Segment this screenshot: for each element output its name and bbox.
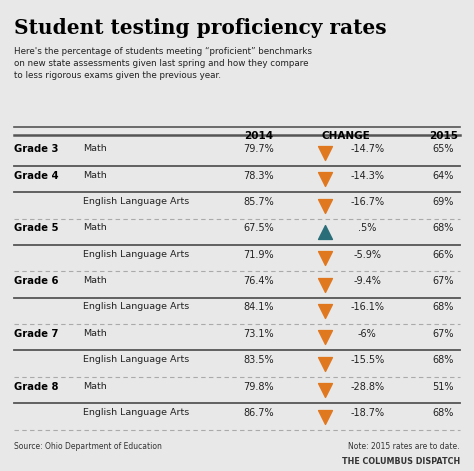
Text: English Language Arts: English Language Arts (83, 302, 189, 311)
Text: Source: Ohio Department of Education: Source: Ohio Department of Education (14, 442, 162, 451)
Text: 78.3%: 78.3% (243, 171, 273, 180)
Text: 85.7%: 85.7% (243, 197, 273, 207)
Text: 68%: 68% (432, 355, 454, 365)
Text: 68%: 68% (432, 302, 454, 312)
Text: Here's the percentage of students meeting “proficient” benchmarks
on new state a: Here's the percentage of students meetin… (14, 47, 312, 81)
Point (321, 202, 328, 209)
Text: 2015: 2015 (428, 131, 458, 141)
Text: Note: 2015 rates are to date.: Note: 2015 rates are to date. (348, 442, 460, 451)
Text: 86.7%: 86.7% (243, 408, 273, 418)
Text: -15.5%: -15.5% (350, 355, 384, 365)
Text: Math: Math (83, 276, 107, 285)
Text: 71.9%: 71.9% (243, 250, 273, 260)
Point (321, 413, 328, 420)
Text: THE COLUMBUS DISPATCH: THE COLUMBUS DISPATCH (342, 457, 460, 466)
Text: 79.8%: 79.8% (243, 382, 273, 391)
Text: -9.4%: -9.4% (354, 276, 381, 286)
Text: Math: Math (83, 223, 107, 232)
Text: Math: Math (83, 329, 107, 338)
Text: Grade 3: Grade 3 (14, 144, 59, 154)
Text: Math: Math (83, 382, 107, 390)
Text: English Language Arts: English Language Arts (83, 408, 189, 417)
Text: Math: Math (83, 171, 107, 179)
Text: -5.9%: -5.9% (353, 250, 382, 260)
Point (321, 228, 328, 236)
Text: Grade 7: Grade 7 (14, 329, 59, 339)
Point (321, 175, 328, 183)
Point (321, 386, 328, 394)
Text: Grade 8: Grade 8 (14, 382, 59, 391)
Text: 66%: 66% (432, 250, 454, 260)
Text: 76.4%: 76.4% (243, 276, 273, 286)
Text: .5%: .5% (358, 223, 376, 233)
Text: Math: Math (83, 144, 107, 153)
Text: -6%: -6% (358, 329, 377, 339)
Point (321, 307, 328, 315)
Text: 68%: 68% (432, 223, 454, 233)
Text: 65%: 65% (432, 144, 454, 154)
Text: English Language Arts: English Language Arts (83, 250, 189, 259)
Text: Grade 5: Grade 5 (14, 223, 59, 233)
Text: 73.1%: 73.1% (243, 329, 273, 339)
Point (321, 149, 328, 156)
Text: 79.7%: 79.7% (243, 144, 273, 154)
Text: -18.7%: -18.7% (350, 408, 384, 418)
Text: -14.7%: -14.7% (350, 144, 384, 154)
Text: 83.5%: 83.5% (243, 355, 273, 365)
Point (321, 281, 328, 288)
Text: 68%: 68% (432, 408, 454, 418)
Text: 67%: 67% (432, 276, 454, 286)
Text: -28.8%: -28.8% (350, 382, 384, 391)
Text: English Language Arts: English Language Arts (83, 197, 189, 206)
Text: Grade 4: Grade 4 (14, 171, 59, 180)
Text: -16.1%: -16.1% (350, 302, 384, 312)
Text: Grade 6: Grade 6 (14, 276, 59, 286)
Text: -16.7%: -16.7% (350, 197, 384, 207)
Text: 67%: 67% (432, 329, 454, 339)
Text: CHANGE: CHANGE (322, 131, 370, 141)
Text: 51%: 51% (432, 382, 454, 391)
Text: 67.5%: 67.5% (243, 223, 273, 233)
Text: 2014: 2014 (244, 131, 273, 141)
Point (321, 360, 328, 367)
Text: 69%: 69% (432, 197, 454, 207)
Point (321, 333, 328, 341)
Text: English Language Arts: English Language Arts (83, 355, 189, 364)
Text: -14.3%: -14.3% (350, 171, 384, 180)
Point (321, 254, 328, 262)
Text: 64%: 64% (432, 171, 454, 180)
Text: 84.1%: 84.1% (243, 302, 273, 312)
Text: Student testing proficiency rates: Student testing proficiency rates (14, 18, 387, 38)
